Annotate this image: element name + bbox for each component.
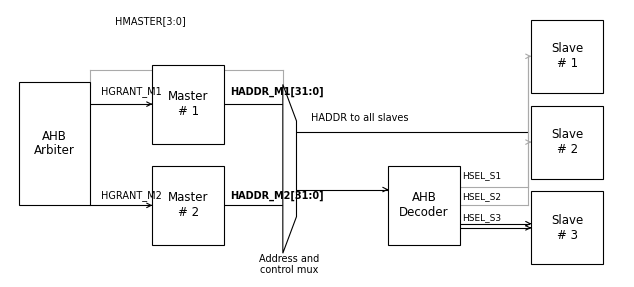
Text: HGRANT_M1: HGRANT_M1	[101, 86, 162, 97]
Text: Address and
control mux: Address and control mux	[259, 254, 319, 275]
Text: Master
# 1: Master # 1	[168, 90, 209, 118]
Text: HSEL_S3: HSEL_S3	[462, 214, 501, 222]
Text: HSEL_S2: HSEL_S2	[462, 193, 501, 201]
Bar	[19, 82, 90, 205]
Text: HADDR_M2[31:0]: HADDR_M2[31:0]	[230, 190, 323, 201]
Text: HADDR to all slaves: HADDR to all slaves	[311, 113, 408, 123]
Bar	[531, 106, 603, 179]
Text: HGRANT_M2: HGRANT_M2	[101, 190, 162, 201]
Text: Master
# 2: Master # 2	[168, 191, 209, 219]
Text: Slave
# 3: Slave # 3	[551, 214, 583, 242]
Text: Slave
# 1: Slave # 1	[551, 42, 583, 70]
Bar	[152, 166, 224, 245]
Text: HSEL_S1: HSEL_S1	[462, 171, 501, 180]
Text: AHB
Decoder: AHB Decoder	[399, 191, 449, 219]
Text: Slave
# 2: Slave # 2	[551, 128, 583, 156]
Bar	[152, 65, 224, 144]
Bar	[389, 166, 460, 245]
Polygon shape	[283, 84, 297, 253]
Bar	[531, 20, 603, 93]
Bar	[531, 191, 603, 264]
Text: AHB
Arbiter: AHB Arbiter	[34, 129, 75, 158]
Text: HADDR_M1[31:0]: HADDR_M1[31:0]	[230, 86, 323, 97]
Text: HMASTER[3:0]: HMASTER[3:0]	[115, 16, 186, 26]
